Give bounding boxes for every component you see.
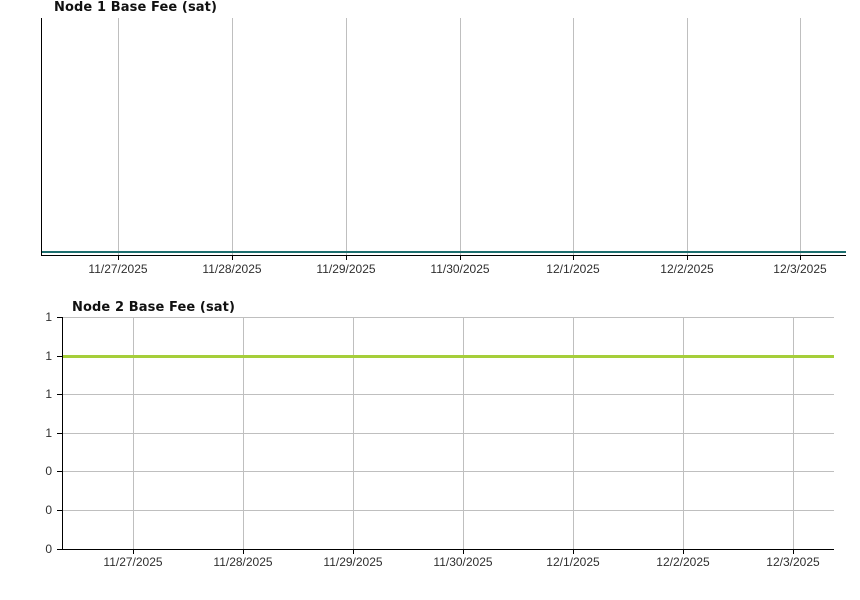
gridline-vertical — [573, 18, 574, 255]
gridline-vertical — [800, 18, 801, 255]
gridline-vertical — [460, 18, 461, 255]
gridline-horizontal — [62, 394, 834, 395]
y-axis-label: 0 — [45, 503, 52, 517]
y-axis-tick — [57, 549, 62, 550]
x-axis-label: 12/3/2025 — [773, 262, 827, 276]
chart-panel-node1: Node 1 Base Fee (sat) 11/27/2025 11/28/2… — [0, 0, 860, 285]
x-axis-tick — [793, 550, 794, 554]
gridline-vertical — [793, 317, 794, 549]
y-axis-label: 1 — [45, 310, 52, 324]
x-axis-tick — [243, 550, 244, 554]
x-axis-tick — [687, 256, 688, 260]
y-axis-tick — [57, 510, 62, 511]
x-axis-tick — [800, 256, 801, 260]
x-axis-tick — [133, 550, 134, 554]
gridline-vertical — [463, 317, 464, 549]
x-axis-node1 — [41, 255, 846, 256]
y-axis-node1 — [41, 18, 42, 256]
gridline-horizontal — [62, 317, 834, 318]
gridline-vertical — [353, 317, 354, 549]
series-line-node2 — [62, 355, 834, 358]
x-axis-label: 11/30/2025 — [430, 262, 490, 276]
x-axis-tick — [463, 550, 464, 554]
y-axis-label: 0 — [45, 542, 52, 556]
y-axis-label: 0 — [45, 464, 52, 478]
x-axis-tick — [232, 256, 233, 260]
x-axis-label: 11/27/2025 — [103, 555, 163, 569]
y-axis-tick — [57, 356, 62, 357]
series-line-node1 — [41, 251, 846, 253]
x-axis-label: 11/28/2025 — [213, 555, 273, 569]
chart-title-node1: Node 1 Base Fee (sat) — [54, 0, 218, 15]
x-axis-label: 12/1/2025 — [546, 262, 600, 276]
x-axis-tick — [573, 256, 574, 260]
chart-panel-node2: Node 2 Base Fee (sat) 1 1 1 — [0, 295, 860, 600]
gridline-vertical — [118, 18, 119, 255]
x-axis-tick — [346, 256, 347, 260]
x-axis-label: 12/3/2025 — [766, 555, 820, 569]
x-axis-label: 11/27/2025 — [88, 262, 148, 276]
gridline-horizontal — [62, 433, 834, 434]
x-axis-tick — [353, 550, 354, 554]
gridline-vertical — [232, 18, 233, 255]
x-axis-node2 — [62, 549, 834, 550]
y-axis-label: 1 — [45, 426, 52, 440]
gridline-vertical — [573, 317, 574, 549]
gridline-vertical — [683, 317, 684, 549]
x-axis-tick — [460, 256, 461, 260]
x-axis-label: 11/28/2025 — [202, 262, 262, 276]
x-axis-label: 12/1/2025 — [546, 555, 600, 569]
gridline-vertical — [243, 317, 244, 549]
y-axis-label: 1 — [45, 349, 52, 363]
x-axis-label: 11/29/2025 — [323, 555, 383, 569]
x-axis-tick — [573, 550, 574, 554]
x-axis-label: 11/30/2025 — [433, 555, 493, 569]
y-axis-node2 — [62, 317, 63, 550]
gridline-vertical — [687, 18, 688, 255]
y-axis-label: 1 — [45, 387, 52, 401]
x-axis-label: 11/29/2025 — [316, 262, 376, 276]
gridline-vertical — [346, 18, 347, 255]
y-axis-tick — [57, 394, 62, 395]
x-axis-label: 12/2/2025 — [660, 262, 714, 276]
gridline-horizontal — [62, 471, 834, 472]
y-axis-tick — [57, 433, 62, 434]
y-axis-tick — [57, 471, 62, 472]
y-axis-tick — [57, 317, 62, 318]
x-axis-tick — [683, 550, 684, 554]
x-axis-tick — [118, 256, 119, 260]
gridline-horizontal — [62, 510, 834, 511]
x-axis-label: 12/2/2025 — [656, 555, 710, 569]
gridline-vertical — [133, 317, 134, 549]
chart-title-node2: Node 2 Base Fee (sat) — [72, 300, 236, 315]
